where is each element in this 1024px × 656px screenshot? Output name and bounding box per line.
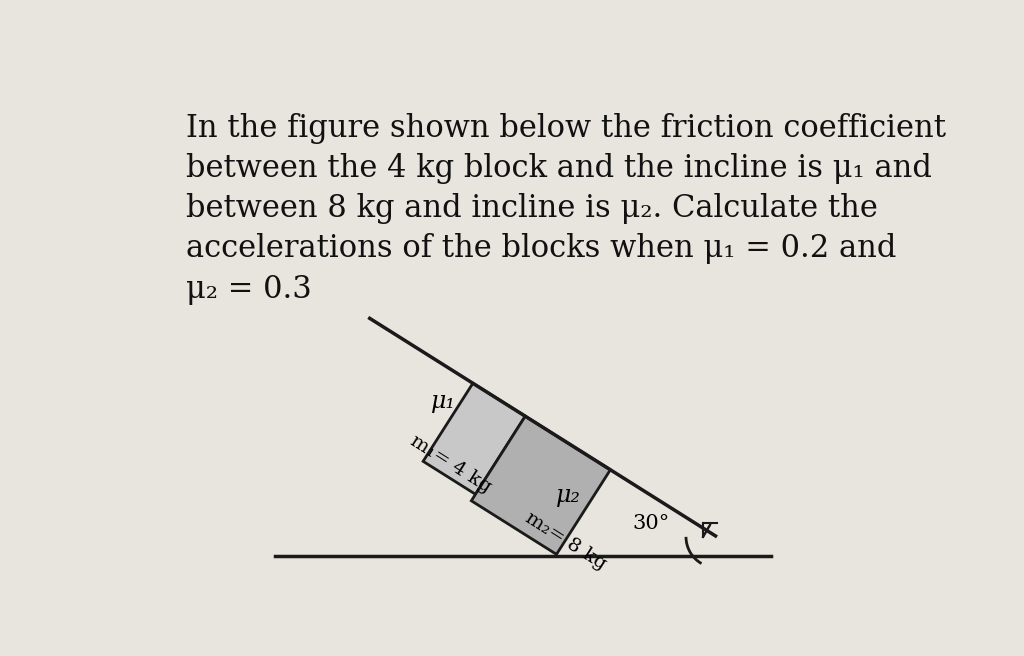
Text: 30°: 30°: [633, 514, 670, 533]
Polygon shape: [471, 416, 610, 554]
Text: m₁= 4 kg: m₁= 4 kg: [407, 432, 494, 497]
Text: μ₂: μ₂: [556, 483, 581, 506]
Text: accelerations of the blocks when μ₁ = 0.2 and: accelerations of the blocks when μ₁ = 0.…: [186, 234, 896, 264]
Text: μ₂ = 0.3: μ₂ = 0.3: [186, 274, 312, 304]
Text: between 8 kg and incline is μ₂. Calculate the: between 8 kg and incline is μ₂. Calculat…: [186, 194, 878, 224]
Polygon shape: [423, 383, 525, 494]
Text: In the figure shown below the friction coefficient: In the figure shown below the friction c…: [186, 113, 946, 144]
Text: m₂= 8 kg: m₂= 8 kg: [521, 508, 609, 573]
Text: between the 4 kg block and the incline is μ₁ and: between the 4 kg block and the incline i…: [186, 154, 932, 184]
Text: μ₁: μ₁: [431, 390, 456, 413]
